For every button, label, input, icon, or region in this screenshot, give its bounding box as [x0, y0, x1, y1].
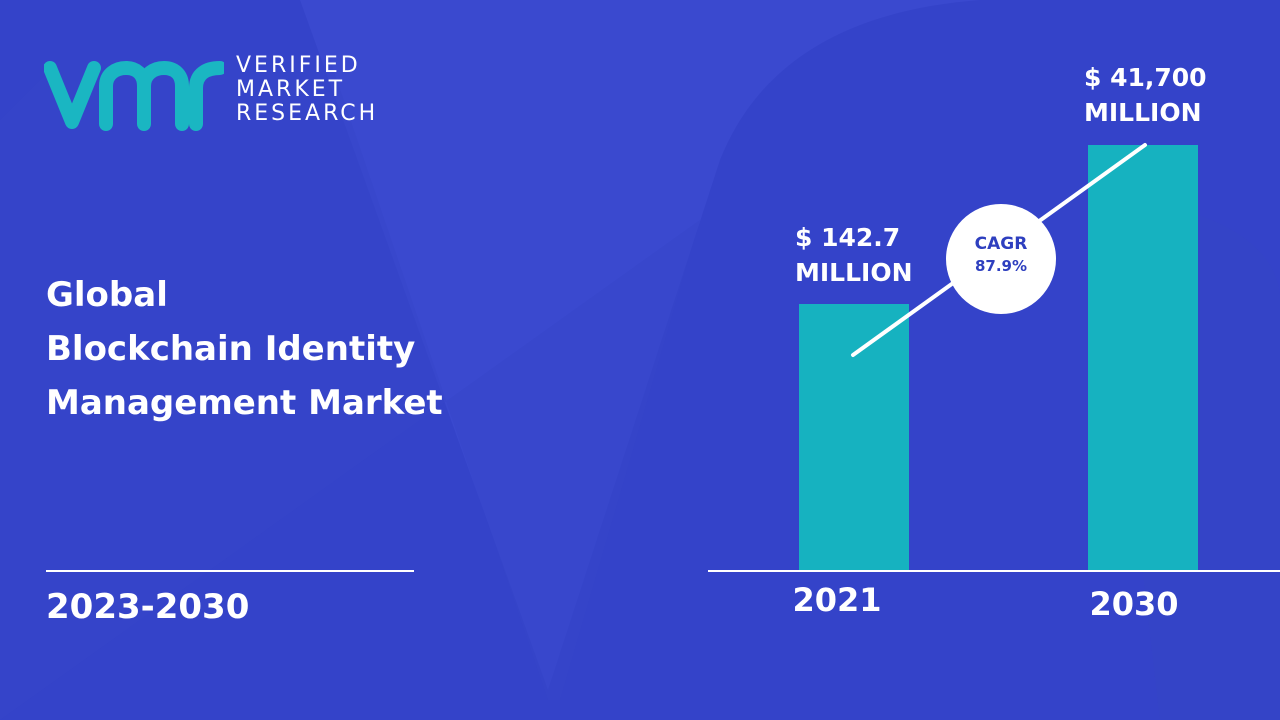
- brand-name-line-2: MARKET: [236, 77, 346, 102]
- title-line-1: Global: [46, 275, 168, 315]
- title-divider: [46, 570, 414, 572]
- brand-name: VERIFIED MARKET RESEARCH: [236, 54, 378, 126]
- cagr-value: 87.9%: [974, 257, 1028, 275]
- bar-value-label-2030: $ 41,700 MILLION: [1084, 60, 1207, 130]
- background-v-inner: [0, 60, 700, 720]
- cagr-badge: CAGR 87.9%: [946, 204, 1056, 314]
- bar-value-label-2021: $ 142.7 MILLION: [795, 220, 913, 290]
- bar-unit-2021: MILLION: [795, 258, 913, 287]
- title-line-3: Management Market: [46, 383, 443, 423]
- page-title: Global Blockchain Identity Management Ma…: [46, 268, 443, 430]
- bar-2030: [1088, 145, 1198, 571]
- bar-value-2021: $ 142.7: [795, 223, 901, 252]
- bar-value-2030: $ 41,700: [1084, 63, 1207, 92]
- category-label-2021: 2021: [792, 581, 882, 619]
- bar-unit-2030: MILLION: [1084, 98, 1202, 127]
- brand-name-line-3: RESEARCH: [236, 101, 379, 126]
- vmr-logo-mark-icon: [44, 60, 224, 131]
- bar-2021: [799, 304, 909, 571]
- brand-name-line-1: VERIFIED: [236, 53, 361, 78]
- vmr-logo: VERIFIED MARKET RESEARCH: [44, 52, 404, 136]
- title-line-2: Blockchain Identity: [46, 329, 416, 369]
- forecast-period: 2023-2030: [46, 587, 250, 627]
- cagr-label: CAGR: [974, 234, 1028, 254]
- category-label-2030: 2030: [1089, 585, 1179, 623]
